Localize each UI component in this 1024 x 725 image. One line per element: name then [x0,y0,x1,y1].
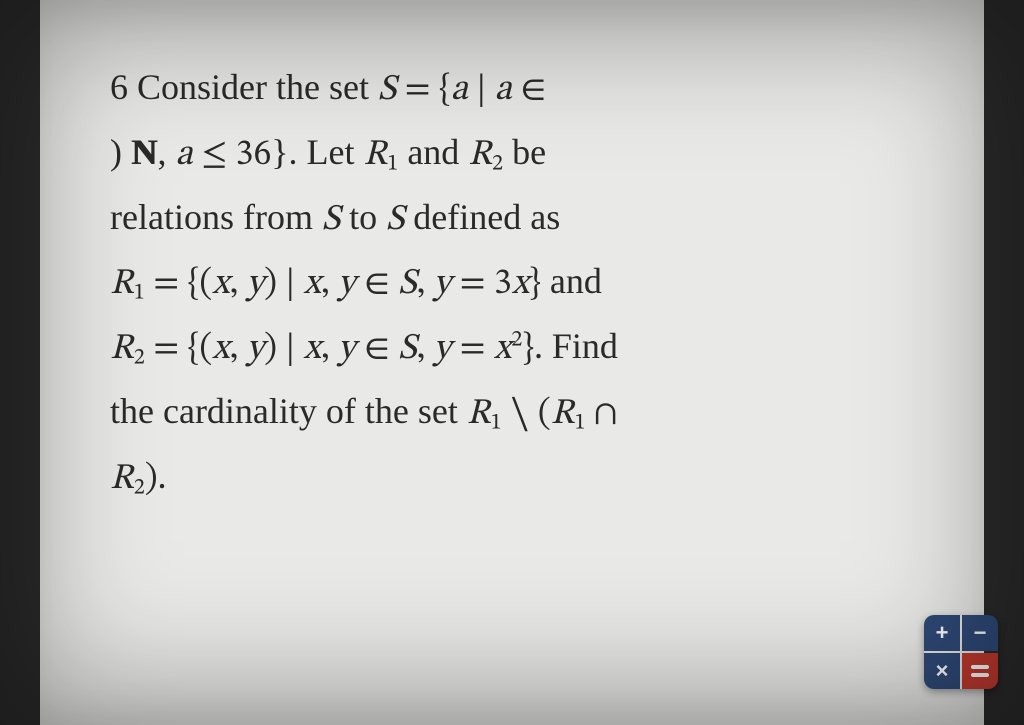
plus-icon: + [924,615,960,651]
line-4: R1 = {(x, y) | x, y ∈ S, y = 3x} and [110,254,914,313]
sym-x6: x [494,331,511,367]
sub-1: 1 [387,153,398,175]
line-6: the cardinality of the set R1 ∖ (R1 ∩ [110,384,914,443]
sub-1b: 1 [134,283,145,305]
text-defined: defined as [404,197,560,237]
sym-y4: y [247,331,264,367]
setminus: ∖ ( [502,396,551,432]
sym-x5: x [304,331,321,367]
sym-in: ∈ [512,72,546,108]
sym-a: a [451,72,468,108]
sym-R2: R [468,137,492,173]
sym-N: N [131,132,158,172]
line-7: R2). [110,449,914,508]
equals-icon [962,653,998,689]
in-S2: ∈ [355,331,398,367]
text-to: to [340,197,386,237]
sym-bar: | [468,72,495,108]
comma3: , [416,266,433,302]
sym-R2b: R [110,331,134,367]
sym-y: y [247,266,264,302]
sym-x: x [212,266,229,302]
comma5: , [321,331,338,367]
comma6: , [416,331,433,367]
sym-R1b: R [110,266,134,302]
sym-x3: x [512,266,529,302]
text-let: Let [298,132,364,172]
times-icon: × [924,653,960,689]
sym-R1: R [364,137,388,173]
comma4: , [230,331,247,367]
sub-2b: 2 [134,348,145,370]
num-36: 36 [236,137,272,173]
close-paren: ). [145,461,167,497]
brace-close2: } [529,266,541,302]
line-2: ) N, a ≤ 36}. Let R1 and R2 be [110,125,914,184]
eq-3: = 3 [451,266,512,302]
sym-x4: x [212,331,229,367]
question-number: 6 [110,67,128,107]
sym-R1d: R [551,396,575,432]
minus-icon: − [962,615,998,651]
sym-eq-brace: = { [396,72,451,108]
eq-set-open2: = {( [145,331,212,367]
sym-a3: a [176,137,193,173]
brace-close: }. [271,132,297,172]
sup-2: 2 [511,330,522,352]
sym-le: ≤ [193,137,236,173]
eq-set-open: = {( [145,266,212,302]
sym-S2: S [386,202,404,238]
text-cardinality: the cardinality of the set [110,391,467,431]
sym-y3: y [434,266,451,302]
eq4: = [451,331,494,367]
text-be: be [503,132,546,172]
sym-S3: S [398,266,416,302]
line-3: relations from S to S defined as [110,190,914,249]
text-relations: relations from [110,197,322,237]
comma1: , [230,266,247,302]
brace-close3: }. [522,331,543,367]
mid: ) | [264,266,303,302]
sym-S1: S [322,202,340,238]
sym-x2: x [304,266,321,302]
sym-y5: y [338,331,355,367]
sym-a2: a [495,72,512,108]
mid2: ) | [264,331,303,367]
line1-text-a: Consider the set [137,67,378,107]
cap: ∩ [585,396,616,432]
comma2: , [321,266,338,302]
sym-S4: S [398,331,416,367]
text-and2: and [541,261,602,301]
sub-1c: 1 [491,413,502,435]
sym-R2c: R [110,461,134,497]
comma: , [158,132,176,172]
line-5: R2 = {(x, y) | x, y ∈ S, y = x2}. Find [110,319,914,378]
sym-y2: y [338,266,355,302]
text-find: Find [543,326,618,366]
calculator-button[interactable]: + − × [924,615,998,689]
sub-2: 2 [492,153,503,175]
line-1: 6 Consider the set S = {a | a ∈ [110,60,914,119]
sym-y6: y [434,331,451,367]
in-S: ∈ [355,266,398,302]
text-and: and [398,132,468,172]
sym-R1c: R [467,396,491,432]
sub-2c: 2 [134,477,145,499]
sym-S: S [378,72,396,108]
paren: ) [110,132,131,172]
question-page: 6 Consider the set S = {a | a ∈ ) N, a ≤… [40,0,984,725]
sub-1d: 1 [574,413,585,435]
